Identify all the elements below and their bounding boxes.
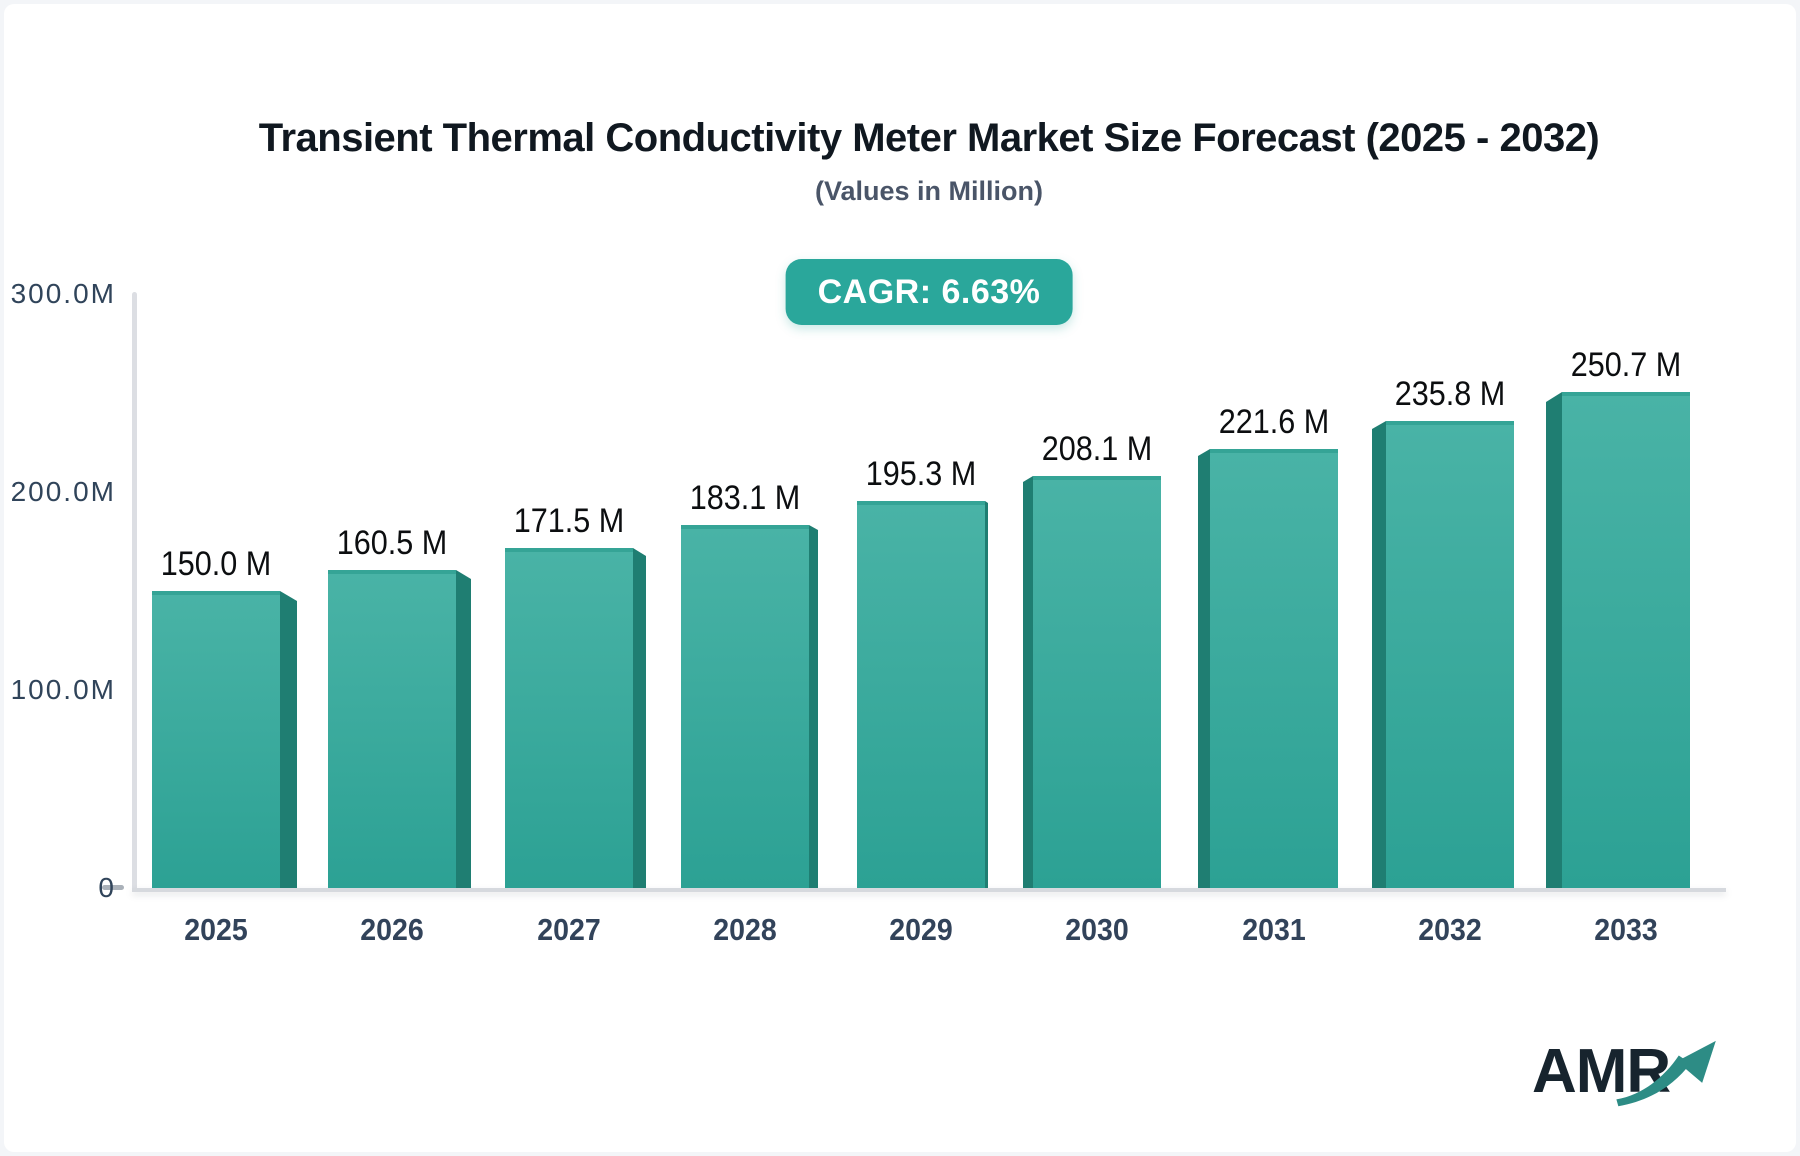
bar-side-face — [985, 501, 988, 888]
bar-2032[interactable] — [1372, 421, 1514, 888]
bar-value-label: 235.8 M — [1394, 375, 1506, 413]
bar-side-face — [1023, 476, 1033, 888]
x-tick-label-2027: 2027 — [537, 912, 601, 947]
x-tick-label-2028: 2028 — [713, 912, 777, 947]
y-axis-line — [132, 292, 137, 890]
bar-value-label: 171.5 M — [513, 502, 625, 540]
bar-side-face — [456, 570, 471, 888]
y-tick-label: 300.0M — [10, 278, 116, 309]
bar-value-label: 150.0 M — [160, 545, 272, 583]
bar-value-label: 160.5 M — [336, 524, 448, 562]
zero-tick-mark — [102, 885, 124, 890]
chart-title: Transient Thermal Conductivity Meter Mar… — [258, 116, 1600, 160]
bar-side-face — [809, 525, 818, 888]
x-axis-line — [132, 888, 1726, 892]
bar-side-face — [633, 548, 646, 888]
bar-2030[interactable] — [1023, 476, 1161, 888]
bar-2027[interactable] — [505, 548, 646, 888]
bar-face — [328, 570, 456, 888]
bar-side-face — [280, 591, 297, 888]
bar-face — [681, 525, 809, 888]
amr-logo: AMR — [1532, 1036, 1762, 1126]
bar-face — [857, 501, 985, 888]
y-tick-label: 200.0M — [10, 476, 116, 507]
bar-side-face — [1198, 449, 1210, 888]
bar-value-label: 250.7 M — [1570, 346, 1682, 384]
bar-side-face — [1546, 392, 1562, 888]
bar-2026[interactable] — [328, 570, 471, 888]
growth-arrow-icon — [1616, 1040, 1716, 1107]
x-tick-label-2030: 2030 — [1065, 912, 1129, 947]
bar-2033[interactable] — [1546, 392, 1690, 888]
bar-value-label: 195.3 M — [865, 455, 977, 493]
x-tick-label-2033: 2033 — [1594, 912, 1658, 947]
x-tick-label-2026: 2026 — [360, 912, 424, 947]
bar-value-label: 183.1 M — [689, 479, 801, 517]
bar-2028[interactable] — [681, 525, 818, 888]
x-tick-label-2025: 2025 — [184, 912, 248, 947]
bar-face — [1210, 449, 1338, 888]
bar-2029[interactable] — [857, 501, 988, 888]
y-tick-label: 0 — [98, 872, 116, 903]
bar-value-label: 221.6 M — [1218, 403, 1330, 441]
bar-side-face — [1372, 421, 1386, 888]
chart-subtitle: (Values in Million) — [814, 176, 1044, 206]
chart-card: Transient Thermal Conductivity Meter Mar… — [4, 4, 1796, 1152]
bar-face — [1033, 476, 1161, 888]
bar-value-label: 208.1 M — [1041, 430, 1153, 468]
x-tick-label-2031: 2031 — [1242, 912, 1306, 947]
bar-face — [1562, 392, 1690, 888]
cagr-badge: CAGR: 6.63% — [785, 259, 1073, 325]
y-tick-label: 100.0M — [10, 674, 116, 705]
bar-face — [505, 548, 633, 888]
x-tick-label-2032: 2032 — [1418, 912, 1482, 947]
bar-2031[interactable] — [1198, 449, 1338, 888]
bar-face — [1386, 421, 1514, 888]
bar-face — [152, 591, 280, 888]
x-tick-label-2029: 2029 — [889, 912, 953, 947]
bar-chart: 300.0M 200.0M 100.0M 0 150.0 M 2025 160.5 M 202… — [4, 4, 1800, 1156]
bar-2025[interactable] — [152, 591, 297, 888]
